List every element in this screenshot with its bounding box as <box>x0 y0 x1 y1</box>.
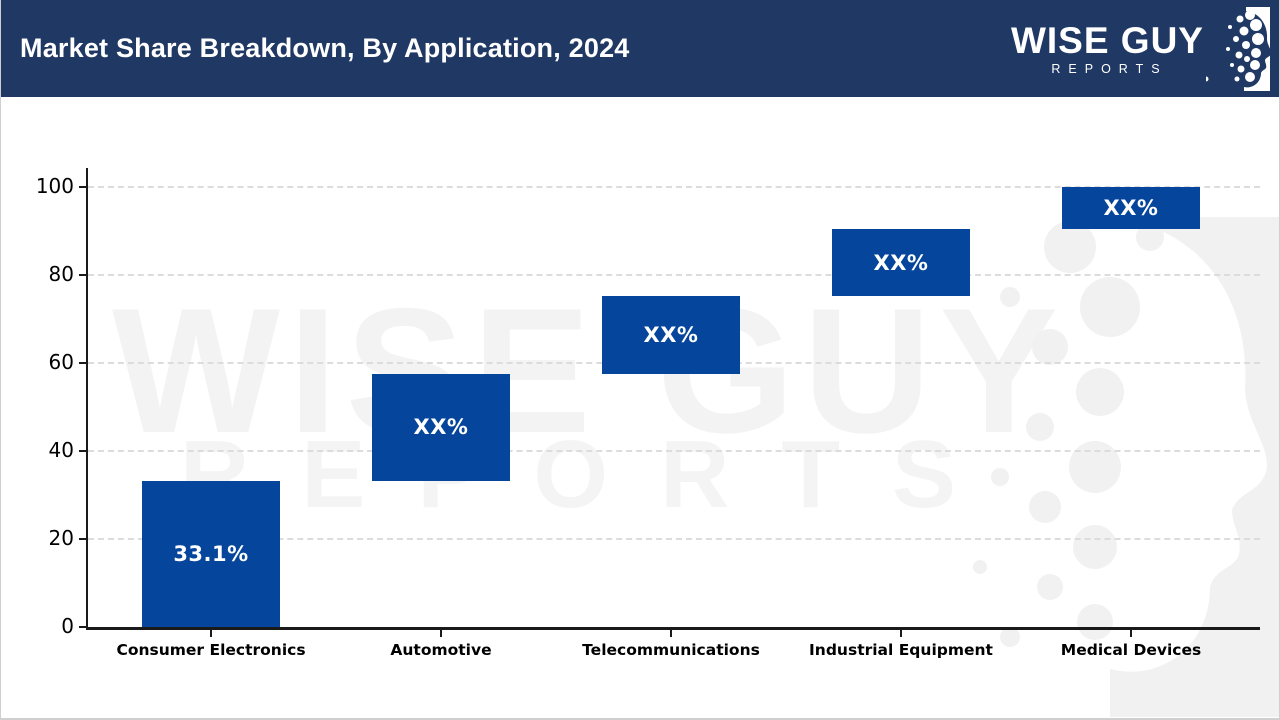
bar-value-label: XX% <box>1103 196 1159 221</box>
y-axis-line <box>86 168 88 630</box>
bar-industrial-equipment: XX% <box>832 229 970 297</box>
bar-telecommunications: XX% <box>602 296 740 374</box>
gridline-100 <box>88 186 1260 188</box>
y-tick-40 <box>79 450 87 452</box>
x-tick-consumer-electronics <box>210 630 212 637</box>
header-bar: Market Share Breakdown, By Application, … <box>0 0 1280 97</box>
x-tick-medical-devices <box>1130 630 1132 637</box>
x-label-automotive: Automotive <box>390 641 492 659</box>
x-axis-line <box>86 627 1260 630</box>
watermark-subtitle: REPORTS <box>180 421 1009 528</box>
watermark-head-icon <box>973 217 1280 717</box>
x-tick-automotive <box>440 630 442 637</box>
bar-value-label: XX% <box>413 415 469 440</box>
x-label-industrial-equipment: Industrial Equipment <box>809 641 993 659</box>
bar-medical-devices: XX% <box>1062 187 1200 230</box>
y-tick-20 <box>79 538 87 540</box>
logo-head-icon <box>1206 6 1270 91</box>
y-tick-80 <box>79 274 87 276</box>
y-tick-label-20: 20 <box>48 526 74 550</box>
wise-guy-logo: WISE GUY REPORTS <box>1011 6 1270 91</box>
x-label-medical-devices: Medical Devices <box>1060 641 1202 659</box>
x-label-telecommunications: Telecommunications <box>582 641 760 659</box>
y-tick-100 <box>79 186 87 188</box>
y-tick-label-40: 40 <box>48 438 74 462</box>
gridline-80 <box>88 274 1260 276</box>
x-tick-industrial-equipment <box>900 630 902 637</box>
y-tick-label-100: 100 <box>35 174 74 198</box>
logo-text: WISE GUY REPORTS <box>1011 22 1204 76</box>
chart-area: WISE GUY REPORTS 0 20 40 60 80 100 33.1% XX% XX… <box>0 97 1280 720</box>
x-label-consumer-electronics: Consumer Electronics <box>116 641 306 659</box>
bar-automotive: XX% <box>372 373 510 482</box>
bar-value-label: XX% <box>873 250 929 275</box>
gridline-40 <box>88 450 1260 452</box>
bar-consumer-electronics: 33.1% <box>142 481 280 627</box>
watermark-wordmark: WISE GUY <box>112 271 1067 470</box>
y-tick-60 <box>79 362 87 364</box>
y-tick-0 <box>79 626 87 628</box>
page-title: Market Share Breakdown, By Application, … <box>20 33 630 63</box>
y-tick-label-80: 80 <box>48 262 74 286</box>
bar-value-label: XX% <box>643 322 699 347</box>
y-tick-label-60: 60 <box>48 350 74 374</box>
logo-subtitle: REPORTS <box>1051 61 1168 76</box>
logo-wordmark: WISE GUY <box>1010 19 1204 61</box>
gridline-20 <box>88 538 1260 540</box>
bar-value-label: 33.1% <box>173 542 249 567</box>
y-tick-label-0: 0 <box>61 614 74 638</box>
x-tick-telecommunications <box>670 630 672 637</box>
